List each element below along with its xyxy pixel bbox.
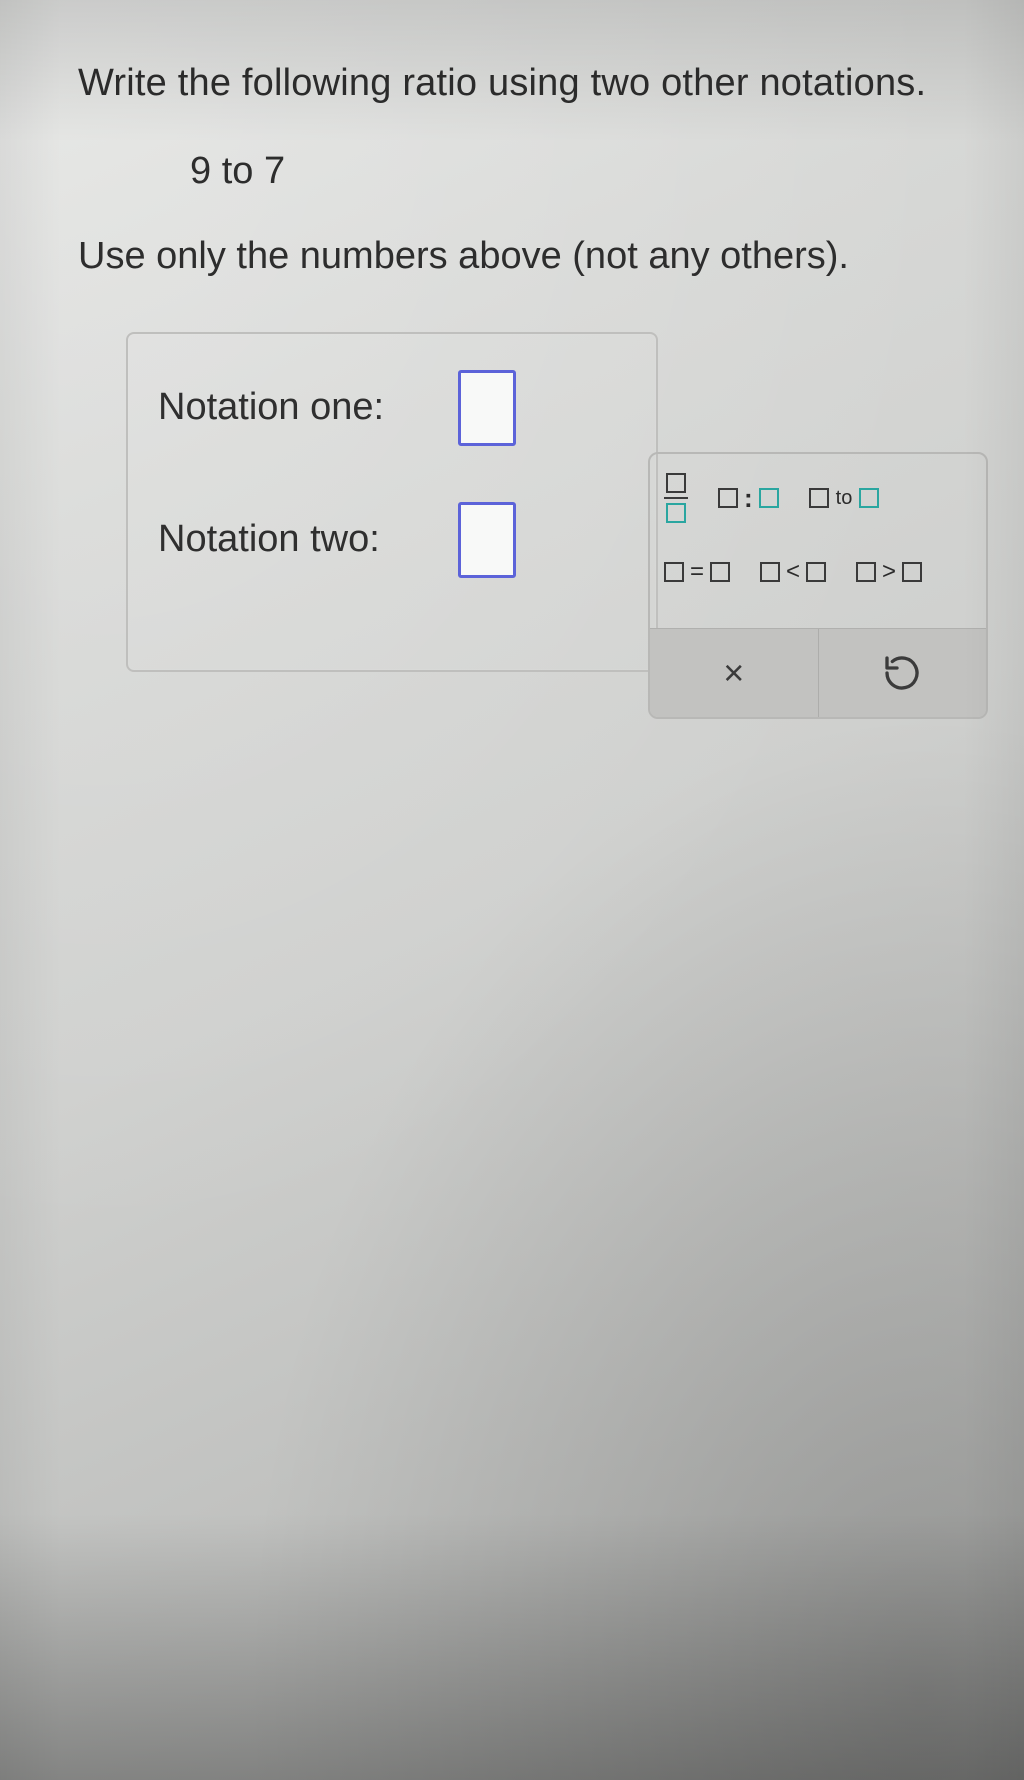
notation-one-input[interactable] <box>458 370 516 446</box>
notation-two-row: Notation two: <box>158 502 626 578</box>
square-icon <box>710 562 730 582</box>
less-than-label: < <box>784 558 802 586</box>
square-icon <box>856 562 876 582</box>
tool-fraction[interactable] <box>664 472 688 524</box>
tool-to[interactable]: to <box>809 472 880 524</box>
square-icon <box>806 562 826 582</box>
greater-than-label: > <box>880 558 898 586</box>
tool-greater-than[interactable]: > <box>856 546 922 598</box>
equals-label: = <box>688 558 706 586</box>
square-icon <box>759 488 779 508</box>
colon-label: : <box>742 483 755 514</box>
notation-one-label: Notation one: <box>158 386 458 429</box>
square-icon <box>718 488 738 508</box>
tool-equals[interactable]: = <box>664 546 730 598</box>
tool-palette: : to = < <box>648 452 988 719</box>
close-icon: × <box>723 655 744 691</box>
undo-button[interactable] <box>819 629 987 717</box>
fraction-icon <box>664 473 688 523</box>
tool-ratio-colon[interactable]: : <box>718 472 779 524</box>
given-ratio: 9 to 7 <box>190 150 962 193</box>
tool-row-1: : to <box>664 472 972 524</box>
square-icon <box>664 562 684 582</box>
tool-palette-rows: : to = < <box>650 454 986 628</box>
notation-two-input[interactable] <box>458 502 516 578</box>
square-icon <box>859 488 879 508</box>
question-prompt: Write the following ratio using two othe… <box>78 60 962 108</box>
tool-palette-footer: × <box>650 628 986 717</box>
tool-less-than[interactable]: < <box>760 546 826 598</box>
question-instruction: Use only the numbers above (not any othe… <box>78 235 962 278</box>
to-label: to <box>833 487 856 510</box>
clear-button[interactable]: × <box>650 629 818 717</box>
tool-row-2: = < > <box>664 546 972 598</box>
answer-card: Notation one: Notation two: <box>126 332 658 672</box>
notation-one-row: Notation one: <box>158 370 626 446</box>
square-icon <box>902 562 922 582</box>
square-icon <box>809 488 829 508</box>
undo-icon <box>882 653 922 693</box>
notation-two-label: Notation two: <box>158 518 458 561</box>
square-icon <box>760 562 780 582</box>
